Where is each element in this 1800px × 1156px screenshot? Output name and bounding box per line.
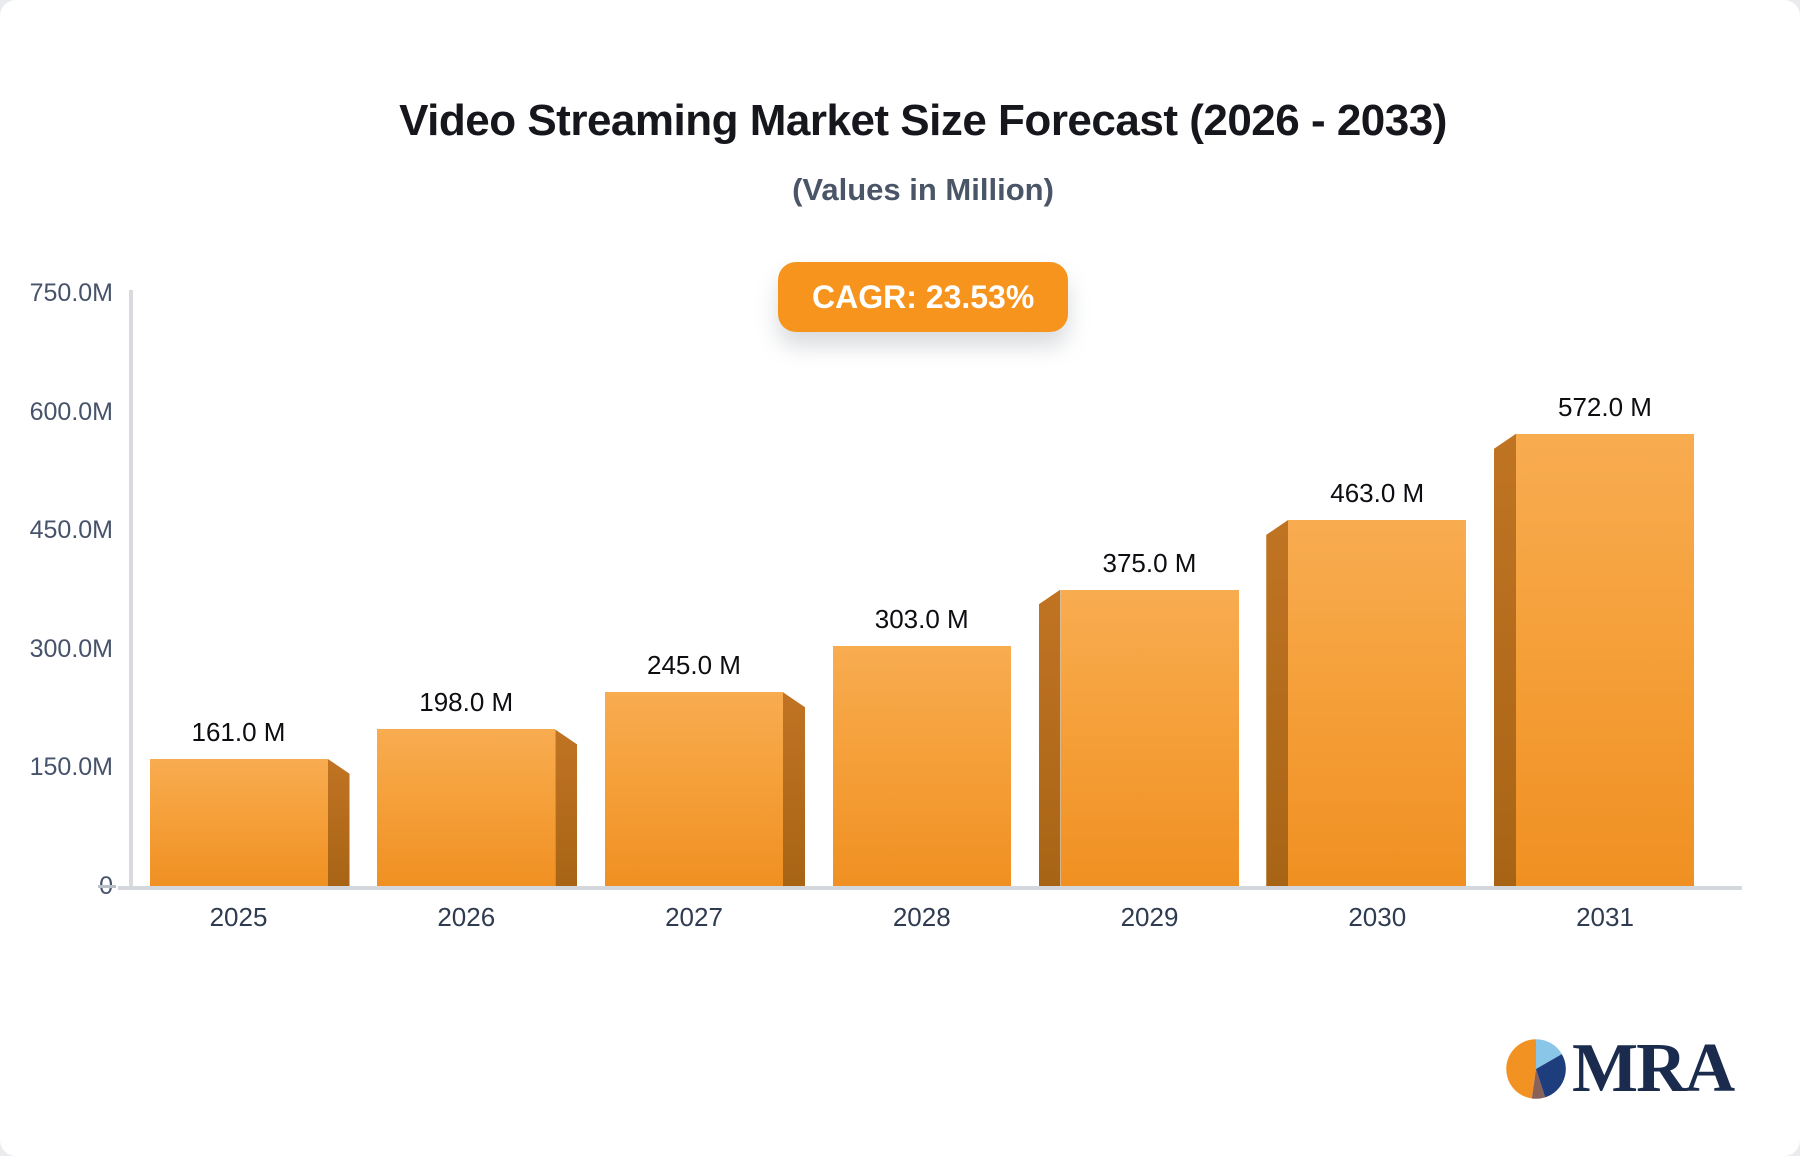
x-axis-line: [118, 886, 1742, 890]
chart-subtitle: (Values in Million): [792, 172, 1054, 207]
bar-side: [555, 729, 578, 886]
bar: [1288, 519, 1467, 886]
bar: [1516, 433, 1694, 886]
y-tick-label: 450.0M: [29, 516, 113, 545]
y-tick-label: 600.0M: [29, 397, 113, 426]
y-axis-line: [129, 290, 133, 890]
brand-logo: MRA: [1505, 1030, 1735, 1107]
logo-text: MRA: [1572, 1030, 1735, 1107]
bar: [605, 692, 783, 886]
bar: [377, 729, 556, 886]
x-tick-label: 2028: [892, 902, 951, 932]
bar-value-label: 245.0 M: [647, 650, 741, 681]
x-tick-label: 2026: [437, 902, 496, 932]
bar-side: [327, 758, 350, 886]
bar-side: [783, 692, 805, 886]
bar-value-label: 303.0 M: [874, 604, 969, 635]
y-tick-label: 150.0M: [29, 753, 113, 782]
bar: [832, 646, 1011, 886]
x-tick-label: 2031: [1576, 902, 1634, 932]
x-tick-label: 2025: [209, 902, 268, 932]
y-tick-label: 750.0M: [29, 279, 113, 307]
x-tick-label: 2029: [1120, 902, 1179, 932]
cagr-badge: CAGR: 23.53%: [778, 262, 1069, 332]
bar-value-label: 463.0 M: [1330, 477, 1425, 508]
zero-tick-mark: [98, 885, 116, 888]
bar-side: [1038, 589, 1061, 886]
bar: [1060, 589, 1239, 886]
bar-value-label: 198.0 M: [419, 687, 514, 718]
y-tick-label: 0: [0, 870, 113, 902]
x-tick-label: 2030: [1348, 902, 1407, 932]
bar-side: [1266, 519, 1289, 886]
y-tick-label: 300.0M: [29, 634, 113, 663]
bar-value-label: 572.0 M: [1558, 391, 1652, 422]
bar-side: [1494, 433, 1516, 886]
bar-value-label: 161.0 M: [191, 716, 286, 747]
logo-pie-icon: [1506, 1039, 1566, 1099]
x-tick-label: 2027: [665, 902, 723, 932]
chart-title: Video Streaming Market Size Forecast (20…: [399, 96, 1447, 145]
bar-value-label: 375.0 M: [1102, 547, 1197, 578]
bar: [149, 758, 328, 886]
